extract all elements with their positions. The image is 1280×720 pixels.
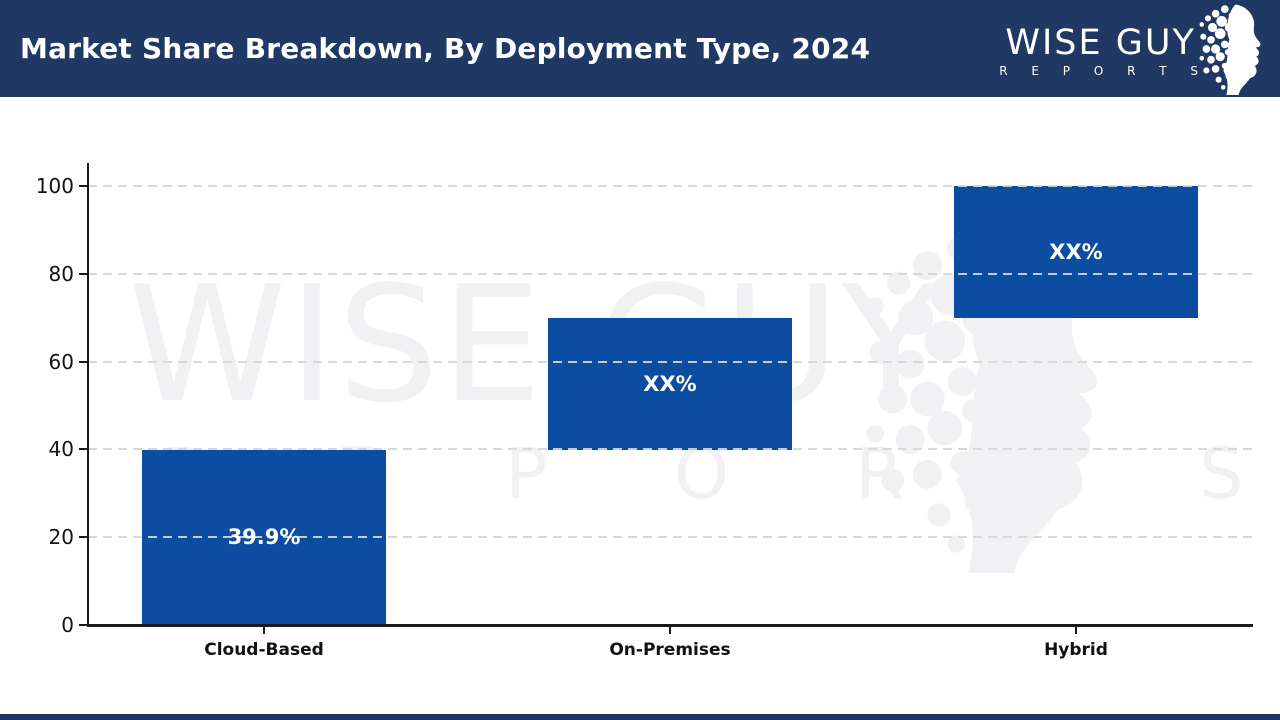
y-tick-mark-40 (79, 448, 87, 451)
gridline-60 (88, 360, 1253, 363)
y-tick-label-100: 100 (35, 174, 74, 198)
y-tick-label-80: 80 (48, 261, 74, 286)
header-band: Market Share Breakdown, By Deployment Ty… (0, 0, 1280, 97)
y-tick-label-60: 60 (48, 349, 74, 374)
bar-hybrid (954, 186, 1198, 319)
y-tick-mark-60 (79, 360, 87, 363)
y-tick-label-40: 40 (48, 437, 74, 462)
category-label-3: Hybrid (1044, 640, 1108, 660)
watermark-wordmark: WISE GUY (128, 251, 942, 438)
gridline-100 (88, 185, 1253, 187)
bars-layer (0, 97, 1280, 714)
x-tick-mark-1 (263, 626, 265, 634)
y-tick-label-0: 0 (61, 613, 74, 637)
y-tick-mark-100 (79, 185, 87, 187)
axes-layer (0, 97, 1280, 714)
y-tick-mark-80 (79, 272, 87, 275)
footer-band (0, 714, 1280, 720)
bar-on-premises (548, 318, 792, 450)
x-tick-mark-2 (669, 626, 671, 634)
y-tick-mark-20 (79, 536, 87, 539)
category-label-2: On-Premises (609, 640, 731, 660)
y-tick-label-20: 20 (48, 525, 74, 550)
category-label-1: Cloud-Based (204, 640, 324, 660)
x-tick-mark-3 (1075, 626, 1077, 634)
bar-value-label-1: 39.9% (227, 525, 301, 550)
bar-value-label-2: XX% (643, 371, 697, 396)
gridline-20 (88, 536, 1253, 539)
bar-value-label-3: XX% (1049, 240, 1103, 265)
gridlines-layer (0, 97, 1280, 714)
gridline-80 (88, 272, 1253, 275)
y-axis (87, 163, 89, 627)
y-tick-mark-0 (79, 624, 87, 626)
axis-labels-layer: 0 20 40 60 80 100 39.9% Cloud-Based XX% On-Premis… (0, 97, 1280, 714)
logo-wordmark: WISE GUY (1005, 22, 1196, 63)
logo-subtitle: R E P O R T S (999, 63, 1208, 78)
wise-guy-logo: WISE GUY R E P O R T S (993, 0, 1274, 97)
logo-face-icon (1199, 4, 1261, 95)
plot-area: WISE GUY R E P O R T S 0 20 (0, 97, 1280, 714)
x-axis (87, 624, 1253, 627)
chart-title: Market Share Breakdown, By Deployment Ty… (20, 32, 871, 65)
logo-text: WISE GUY R E P O R T S (993, 22, 1208, 78)
gridline-40 (88, 448, 1253, 451)
